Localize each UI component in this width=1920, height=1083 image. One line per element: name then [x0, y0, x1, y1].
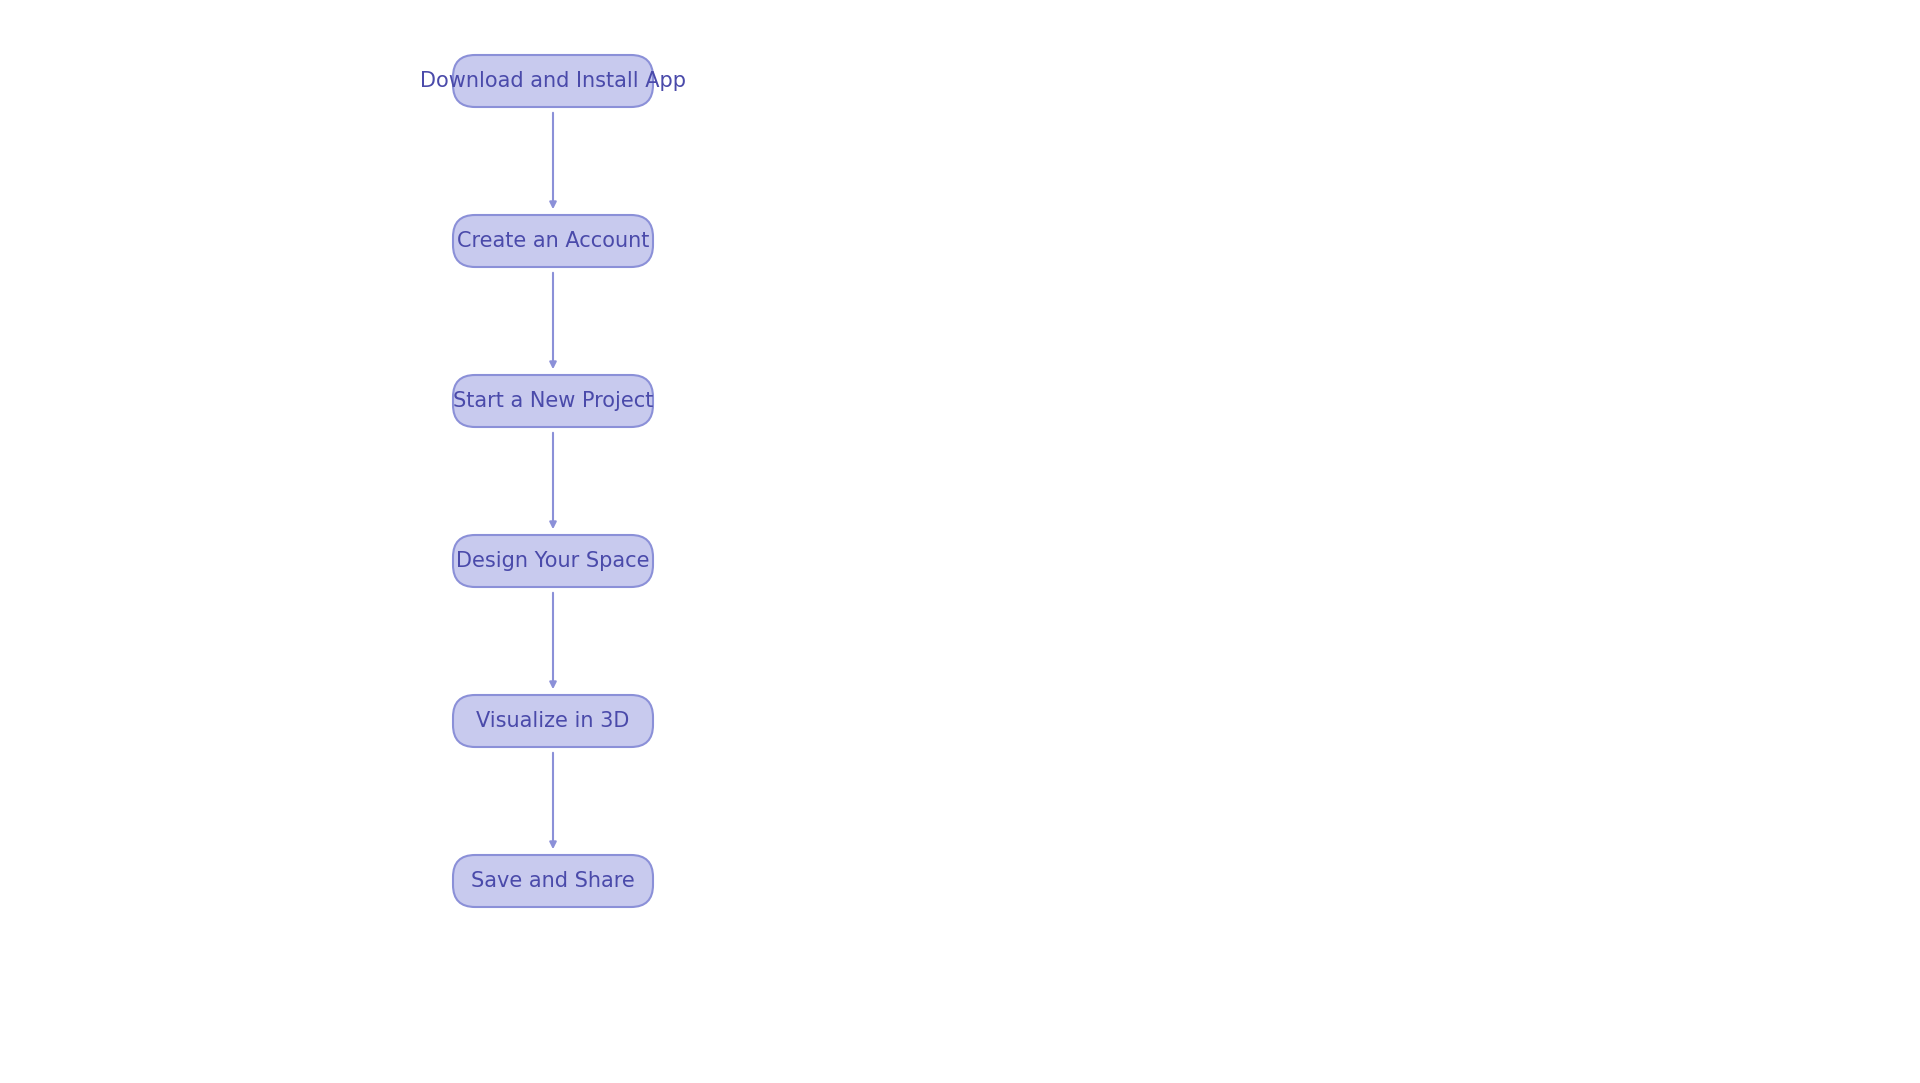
- Text: Download and Install App: Download and Install App: [420, 71, 685, 91]
- Text: Create an Account: Create an Account: [457, 231, 649, 251]
- FancyBboxPatch shape: [453, 535, 653, 587]
- Text: Save and Share: Save and Share: [470, 871, 636, 891]
- Text: Design Your Space: Design Your Space: [457, 551, 649, 571]
- Text: Visualize in 3D: Visualize in 3D: [476, 712, 630, 731]
- FancyBboxPatch shape: [453, 375, 653, 427]
- FancyBboxPatch shape: [453, 854, 653, 906]
- FancyBboxPatch shape: [453, 55, 653, 107]
- FancyBboxPatch shape: [453, 695, 653, 747]
- FancyBboxPatch shape: [453, 216, 653, 268]
- Text: Start a New Project: Start a New Project: [453, 391, 653, 412]
